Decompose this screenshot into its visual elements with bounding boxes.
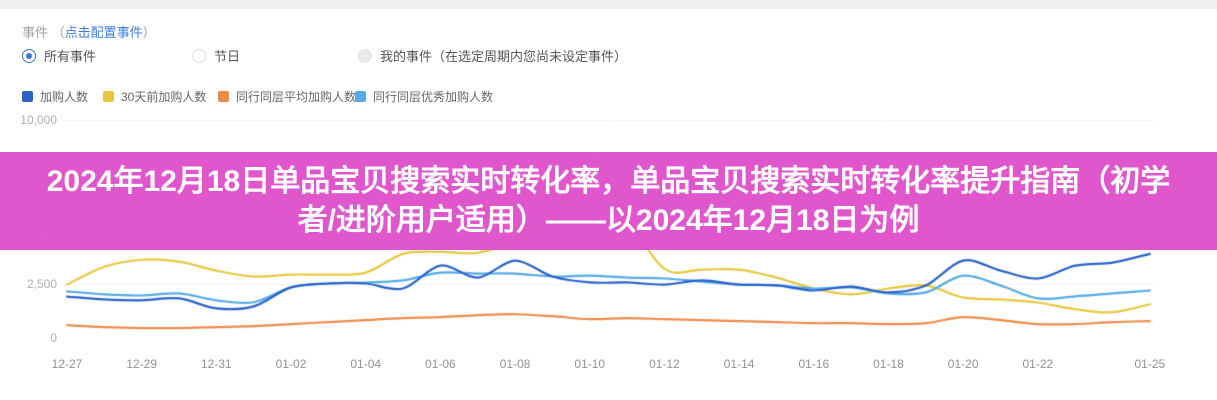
x-axis-tick: 12-31 [201, 357, 232, 371]
x-axis-tick: 01-08 [499, 357, 531, 371]
promo-banner-title: 2024年12月18日单品宝贝搜索实时转化率，单品宝贝搜索实时转化率提升指南（初… [46, 165, 1171, 237]
x-axis-tick: 01-02 [275, 357, 307, 371]
x-axis-tick: 12-27 [51, 357, 83, 371]
x-axis-tick: 01-10 [574, 357, 606, 371]
y-axis-tick: 10,000 [20, 113, 57, 127]
x-axis-tick: 01-06 [425, 357, 456, 371]
x-axis-tick: 01-18 [873, 357, 904, 371]
x-axis-tick: 01-14 [723, 357, 755, 371]
x-axis-tick: 01-16 [798, 357, 830, 371]
x-axis-tick: 01-22 [1022, 357, 1054, 371]
x-axis-tick: 01-04 [350, 357, 382, 371]
x-axis-tick: 12-29 [126, 357, 158, 371]
y-axis-tick: 0 [50, 331, 57, 345]
x-axis-tick: 01-25 [1134, 357, 1166, 371]
y-axis-tick: 2,500 [26, 276, 57, 291]
x-axis-tick: 01-12 [649, 357, 680, 371]
promo-banner: 2024年12月18日单品宝贝搜索实时转化率，单品宝贝搜索实时转化率提升指南（初… [0, 152, 1217, 250]
x-axis-tick: 01-20 [947, 357, 979, 371]
